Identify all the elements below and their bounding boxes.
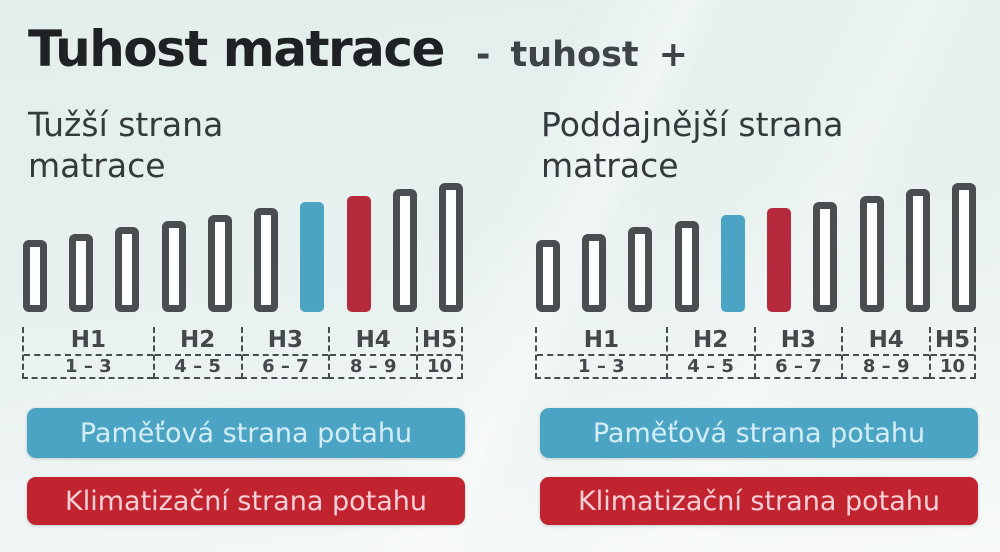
subtitle-line: matrace bbox=[541, 146, 679, 185]
scale-cell-H1: H1 1 – 3 bbox=[22, 327, 153, 379]
firmness-scale: H1 1 – 3 H2 4 – 5 H3 6 – 7 H4 8 – 9 H5 10 bbox=[22, 327, 463, 379]
softer-side-subtitle: Poddajnější strana matrace bbox=[535, 104, 981, 186]
bar-level-10-outline bbox=[951, 183, 976, 312]
firmness-bars bbox=[536, 182, 976, 312]
scale-cell-H5: H5 10 bbox=[929, 327, 976, 379]
firmness-word: tuhost bbox=[510, 35, 639, 75]
firmer-side-subtitle: Tužší strana matrace bbox=[22, 104, 468, 186]
scale-cell-H2: H2 4 – 5 bbox=[152, 327, 241, 379]
scale-label: H2 bbox=[667, 327, 754, 356]
memory-cover-side-chip[interactable]: Paměťová strana potahu bbox=[540, 408, 978, 458]
bar-level-10-outline bbox=[438, 183, 463, 312]
memory-cover-side-chip[interactable]: Paměťová strana potahu bbox=[27, 408, 465, 458]
scale-cell-H4: H4 8 – 9 bbox=[841, 327, 930, 379]
scale-cell-H1: H1 1 – 3 bbox=[535, 327, 666, 379]
scale-range: 8 – 9 bbox=[349, 356, 397, 377]
minus-sign: - bbox=[475, 35, 491, 75]
scale-label: H3 bbox=[755, 327, 842, 356]
scale-label: H1 bbox=[537, 327, 666, 356]
bar-level-8-outline bbox=[859, 196, 884, 312]
scale-cell-H2: H2 4 – 5 bbox=[665, 327, 754, 379]
scale-range: 1 – 3 bbox=[578, 356, 625, 377]
bar-level-6-climate bbox=[767, 208, 792, 312]
scale-cell-H4: H4 8 – 9 bbox=[328, 327, 417, 379]
subtitle-line: Poddajnější strana bbox=[541, 105, 844, 144]
scale-range: 10 bbox=[940, 356, 966, 377]
bar-level-5-outline bbox=[207, 215, 232, 312]
bar-level-1-outline bbox=[536, 240, 560, 312]
scale-cell-H3: H3 6 – 7 bbox=[240, 327, 329, 379]
bar-level-7-outline bbox=[813, 202, 838, 312]
scale-range: 8 – 9 bbox=[862, 356, 910, 377]
firmness-scale: H1 1 – 3 H2 4 – 5 H3 6 – 7 H4 8 – 9 H5 10 bbox=[535, 327, 976, 379]
softer-side-panel: Poddajnější strana matrace H1 1 – 3 H2 4 – … bbox=[535, 104, 981, 540]
bar-level-8-climate bbox=[346, 196, 371, 312]
subtitle-line: matrace bbox=[28, 146, 166, 185]
scale-range: 6 – 7 bbox=[775, 356, 822, 377]
scale-range: 10 bbox=[427, 356, 453, 377]
header: Tuhost matrace - tuhost + bbox=[28, 20, 688, 78]
bar-level-3-outline bbox=[628, 227, 653, 312]
bar-level-9-outline bbox=[392, 189, 417, 312]
scale-label: H4 bbox=[843, 327, 930, 356]
scale-label: H4 bbox=[330, 327, 417, 356]
subtitle-line: Tužší strana bbox=[28, 105, 224, 144]
scale-label: H2 bbox=[154, 327, 241, 356]
scale-label: H1 bbox=[24, 327, 153, 356]
scale-label: H5 bbox=[418, 327, 461, 356]
scale-range: 6 – 7 bbox=[262, 356, 309, 377]
scale-cell-H3: H3 6 – 7 bbox=[753, 327, 842, 379]
scale-range: 4 – 5 bbox=[174, 356, 221, 377]
bar-level-6-outline bbox=[254, 208, 279, 312]
bar-level-5-memory bbox=[720, 215, 745, 312]
bar-level-9-outline bbox=[905, 189, 930, 312]
bar-level-1-outline bbox=[23, 240, 47, 312]
bar-level-7-memory bbox=[300, 202, 325, 312]
bar-level-3-outline bbox=[115, 227, 140, 312]
bar-level-2-outline bbox=[69, 234, 94, 312]
scale-range: 1 – 3 bbox=[65, 356, 112, 377]
scale-range: 4 – 5 bbox=[687, 356, 734, 377]
firmness-scale-hint: - tuhost + bbox=[476, 35, 688, 75]
bar-level-4-outline bbox=[674, 221, 699, 312]
climate-cover-side-chip[interactable]: Klimatizační strana potahu bbox=[27, 477, 465, 525]
scale-label: H5 bbox=[931, 327, 974, 356]
bar-level-4-outline bbox=[161, 221, 186, 312]
page-title: Tuhost matrace bbox=[28, 20, 445, 78]
scale-cell-H5: H5 10 bbox=[416, 327, 463, 379]
plus-sign: + bbox=[658, 35, 688, 75]
climate-cover-side-chip[interactable]: Klimatizační strana potahu bbox=[540, 477, 978, 525]
firmer-side-panel: Tužší strana matrace H1 1 – 3 H2 4 – 5 H3 6 –… bbox=[22, 104, 468, 540]
bar-level-2-outline bbox=[582, 234, 607, 312]
firmness-bars bbox=[23, 182, 463, 312]
scale-label: H3 bbox=[242, 327, 329, 356]
